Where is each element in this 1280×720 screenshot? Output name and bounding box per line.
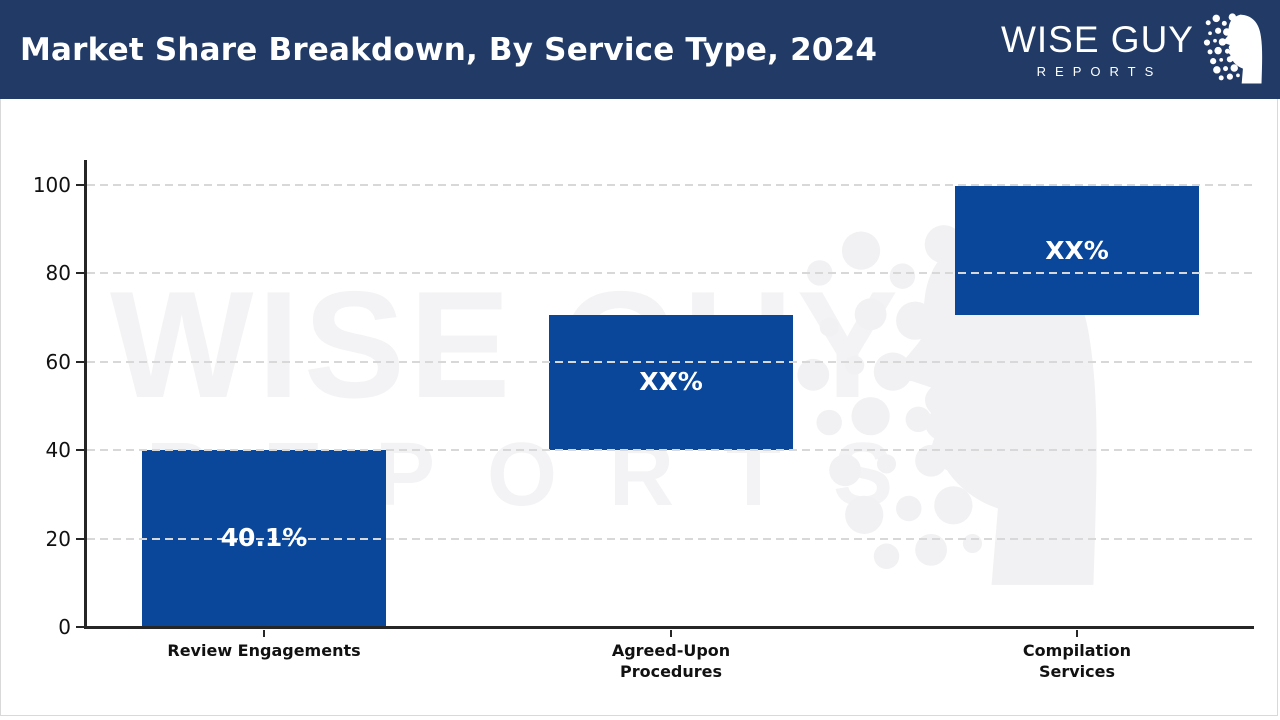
gridline [87, 449, 1254, 452]
dotted-face-icon [1203, 12, 1263, 83]
x-category-label: Compilation Services [1022, 641, 1132, 681]
y-tick-label: 60 [45, 349, 71, 374]
wiseguy-logo-text: WISE GUY REPORTS [1000, 19, 1194, 80]
x-tick [670, 630, 672, 637]
chart-frame [0, 99, 1278, 716]
bar-value-label: XX% [1045, 235, 1109, 265]
page-title: Market Share Breakdown, By Service Type,… [20, 31, 878, 68]
y-tick-label: 80 [45, 261, 71, 286]
y-tick-label: 0 [58, 615, 71, 639]
y-tick [76, 449, 84, 452]
bar [549, 314, 793, 450]
y-axis-line [84, 160, 87, 629]
bar-value-label: 40.1% [220, 523, 308, 553]
x-tick [1076, 630, 1078, 637]
bar-value-label: XX% [639, 367, 703, 397]
logo-subtitle: REPORTS [1036, 64, 1163, 79]
gridline [87, 272, 1254, 275]
gridline [87, 184, 1254, 186]
x-axis-line [84, 626, 1254, 629]
y-tick [76, 184, 84, 186]
logo-wordmark: WISE GUY [1000, 19, 1194, 60]
gridline [87, 537, 1254, 540]
x-category-label: Agreed-Upon Procedures [611, 641, 731, 681]
x-category-label: Review Engagements [167, 641, 361, 660]
wiseguy-logo: WISE GUY REPORTS [1001, 10, 1264, 90]
y-tick [76, 360, 84, 363]
y-tick-label: 40 [45, 438, 71, 463]
header: Market Share Breakdown, By Service Type,… [0, 0, 1280, 99]
gridline [87, 360, 1254, 363]
y-tick-label: 20 [45, 526, 71, 551]
y-tick [76, 626, 84, 628]
y-tick [76, 272, 84, 275]
y-tick-label: 100 [32, 173, 71, 197]
x-tick [263, 630, 265, 637]
bar [955, 186, 1199, 315]
y-tick [76, 537, 84, 540]
